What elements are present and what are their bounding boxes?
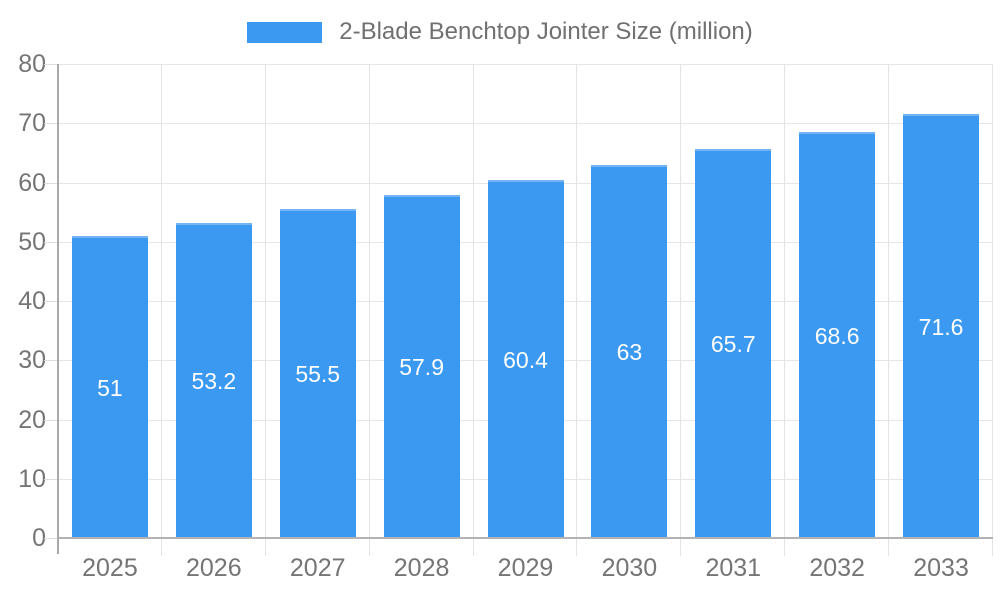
category-boundary-line [472, 64, 474, 556]
bar: 68.6 [799, 132, 876, 538]
x-tick-label: 2026 [186, 554, 242, 582]
plot-area: 51 53.2 55.5 57.9 60.4 63 65.7 68.6 71.6 [44, 64, 993, 556]
x-tick-label: 2030 [601, 554, 658, 582]
bar-value-label: 68.6 [814, 322, 860, 349]
bar: 55.5 [279, 209, 356, 538]
bar: 51 [71, 236, 148, 538]
bar: 63 [591, 165, 668, 538]
y-tick-label: 20 [18, 405, 46, 434]
x-tick-label: 2032 [809, 554, 865, 582]
x-axis-labels: 2025 2026 2027 2028 2029 2030 2031 2032 2033 [58, 554, 993, 584]
category-boundary-line [888, 64, 890, 556]
y-axis-tick [44, 123, 58, 125]
bar: 60.4 [487, 180, 564, 538]
gridline-horizontal [58, 123, 993, 125]
y-tick-label: 60 [18, 168, 46, 197]
y-tick-label: 80 [18, 50, 46, 78]
y-axis-line [57, 64, 59, 554]
category-boundary-line [264, 64, 266, 556]
y-axis-tick [44, 538, 58, 539]
y-tick-label: 30 [18, 346, 46, 375]
bar: 65.7 [695, 149, 772, 538]
legend-swatch [247, 21, 323, 43]
x-tick-label: 2029 [497, 554, 554, 582]
category-boundary-line [784, 64, 786, 556]
y-axis-tick [44, 301, 58, 302]
x-axis-line [58, 537, 993, 539]
y-axis-tick [44, 64, 58, 65]
y-tick-label: 10 [18, 464, 46, 493]
bar-value-label: 71.6 [918, 313, 964, 340]
bar-value-label: 60.4 [503, 346, 548, 373]
bar-value-label: 63 [616, 339, 643, 365]
y-tick-label: 50 [18, 227, 46, 256]
bar-value-label: 53.2 [191, 368, 237, 394]
bar: 57.9 [383, 195, 460, 538]
bar: 71.6 [903, 114, 980, 538]
category-boundary-line [368, 64, 370, 556]
y-axis-labels: 0 10 20 30 40 50 60 70 80 [0, 51, 46, 551]
x-tick-label: 2027 [289, 554, 346, 582]
bar: 53.2 [175, 223, 252, 538]
y-tick-label: 40 [18, 287, 46, 315]
category-boundary-line [576, 64, 578, 556]
category-boundary-line [992, 64, 993, 556]
bar-value-label: 57.9 [399, 354, 444, 380]
x-tick-label: 2028 [393, 554, 450, 582]
y-axis-tick [44, 241, 58, 243]
bar-value-label: 55.5 [295, 361, 341, 387]
legend: 2-Blade Benchtop Jointer Size (million) [0, 18, 1000, 46]
legend-label: 2-Blade Benchtop Jointer Size (million) [339, 18, 753, 45]
x-tick-label: 2031 [705, 554, 762, 582]
x-tick-label: 2033 [913, 554, 969, 582]
bar-value-label: 65.7 [710, 331, 756, 357]
x-tick-label: 2025 [82, 554, 138, 582]
category-boundary-line [160, 64, 162, 556]
gridline-horizontal [58, 64, 993, 65]
y-axis-tick [44, 360, 58, 362]
bar-value-label: 51 [97, 374, 123, 401]
category-boundary-line [680, 64, 682, 556]
y-axis-tick [44, 478, 58, 480]
y-tick-label: 0 [32, 524, 46, 552]
y-axis-tick [44, 182, 58, 184]
y-tick-label: 70 [18, 109, 46, 138]
y-axis-tick [44, 419, 58, 421]
